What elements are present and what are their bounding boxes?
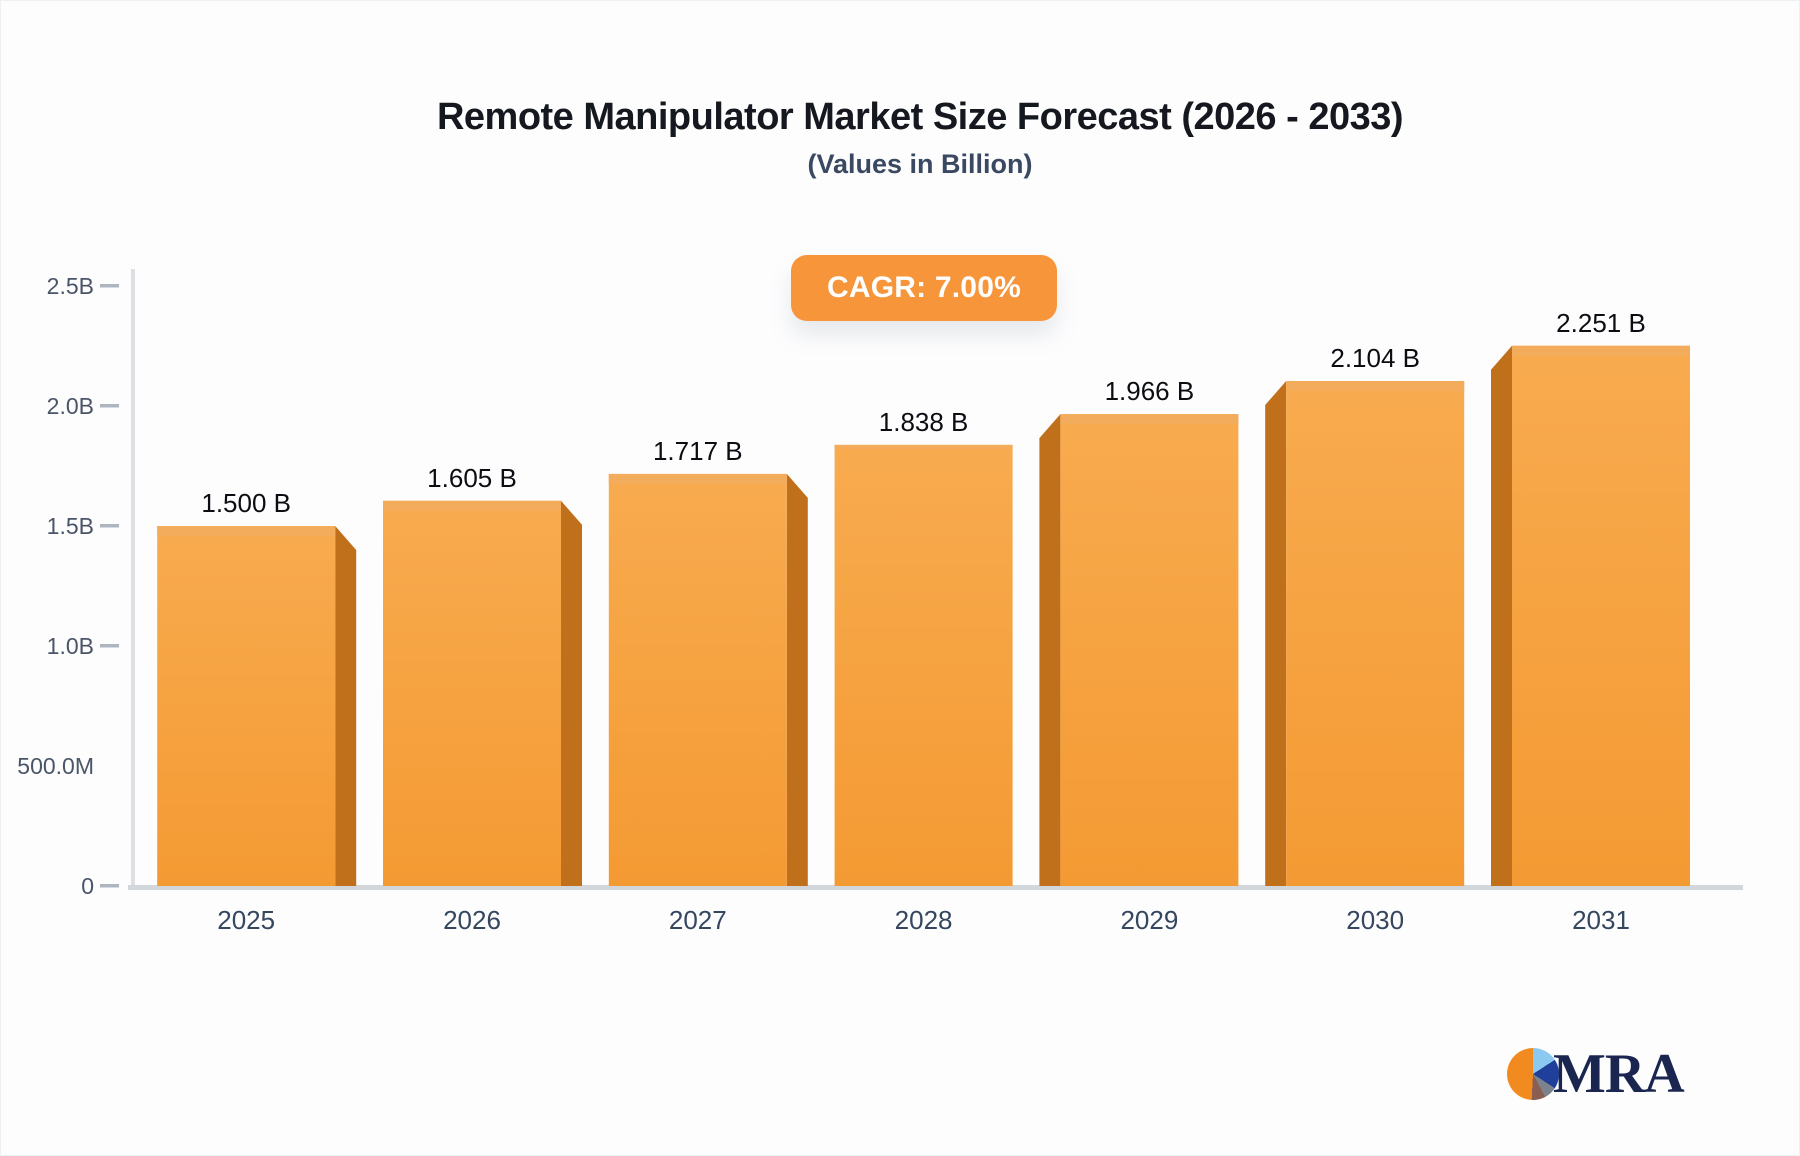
y-tick-dash [100, 284, 119, 288]
x-category-label: 2027 [669, 905, 727, 935]
labels-layer: 1.500 B 2025 1.605 B 2026 1.717 B 2027 1.838 B… [201, 308, 1645, 935]
bar-value-label: 2.251 B [1556, 308, 1646, 338]
bar-value-label: 1.966 B [1105, 376, 1195, 406]
bar-2031 [1491, 345, 1690, 886]
y-tick-dash [100, 404, 119, 408]
x-category-label: 2029 [1120, 905, 1178, 935]
bar-front-face [1286, 381, 1465, 886]
logo-pie-icon [1507, 1048, 1559, 1100]
bar-top-face [608, 473, 787, 484]
bar-front-face [383, 500, 561, 886]
bar-front-face [1512, 345, 1690, 886]
cagr-badge: CAGR: 7.00% [791, 255, 1057, 321]
x-axis-baseline [128, 885, 1743, 890]
x-category-label: 2031 [1572, 905, 1630, 935]
bar-side-face [1491, 345, 1512, 886]
bar-2027 [608, 473, 808, 886]
x-category-label: 2028 [895, 905, 953, 935]
y-tick-label: 2.5B [47, 273, 94, 299]
bar-2025 [157, 526, 357, 886]
bar-top-face [157, 526, 336, 536]
bars-layer [157, 345, 1690, 886]
y-tick-label: 2.0B [47, 393, 94, 419]
bar-side-face [1039, 414, 1061, 886]
page-subtitle: (Values in Billion) [807, 149, 1033, 179]
y-axis-line [131, 269, 135, 890]
bar-value-label: 1.605 B [427, 463, 517, 493]
bar-value-label: 1.500 B [201, 488, 291, 518]
bar-value-label: 2.104 B [1330, 343, 1420, 373]
bar-2030 [1265, 381, 1465, 886]
y-tick-label: 1.5B [47, 513, 94, 539]
bar-top-face [834, 444, 1013, 449]
x-category-label: 2026 [443, 905, 501, 935]
bar-top-face [383, 500, 561, 511]
bar-side-face [561, 500, 582, 886]
bar-front-face [834, 444, 1013, 886]
y-tick-dash [100, 644, 119, 648]
y-tick-dash [100, 884, 119, 888]
x-category-label: 2025 [217, 905, 275, 935]
cagr-badge-label: CAGR: 7.00% [827, 271, 1021, 304]
bar-top-face [1512, 345, 1690, 356]
bar-top-face [1060, 414, 1239, 425]
y-tick-label: 0 [81, 873, 94, 899]
bar-front-face [157, 526, 336, 886]
bar-side-face [335, 526, 357, 886]
logo-text: MRA [1553, 1043, 1685, 1105]
y-tick-dash [100, 524, 119, 528]
brand-logo: MRA [1507, 1043, 1685, 1105]
bar-front-face [1060, 414, 1239, 886]
bar-2028 [834, 444, 1013, 886]
bar-2029 [1039, 414, 1239, 886]
bar-front-face [608, 473, 787, 886]
bar-top-face [1286, 381, 1465, 392]
x-category-label: 2030 [1346, 905, 1404, 935]
y-tick-label: 1.0B [47, 633, 94, 659]
axis-layer: 2.5B 2.0B 1.5B 1.0B 500.0M 0 [17, 269, 1743, 899]
bar-value-label: 1.838 B [879, 407, 969, 437]
y-tick-label: 500.0M [17, 753, 94, 779]
bar-value-label: 1.717 B [653, 436, 743, 466]
bar-side-face [1265, 381, 1287, 886]
page-title: Remote Manipulator Market Size Forecast … [436, 96, 1404, 138]
bar-side-face [786, 473, 808, 886]
bar-2026 [383, 500, 582, 886]
